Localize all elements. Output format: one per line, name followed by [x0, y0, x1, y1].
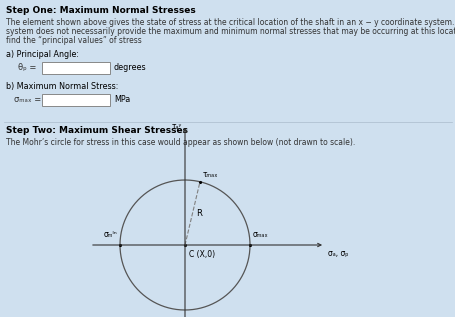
Text: σₘᴵⁿ: σₘᴵⁿ — [103, 230, 117, 239]
Text: b) Maximum Normal Stress:: b) Maximum Normal Stress: — [6, 82, 118, 91]
Text: MPa: MPa — [114, 95, 130, 104]
Text: C (X,0): C (X,0) — [188, 250, 215, 259]
Text: a) Principal Angle:: a) Principal Angle: — [6, 50, 79, 59]
Text: find the “principal values” of stress: find the “principal values” of stress — [6, 36, 142, 45]
FancyBboxPatch shape — [42, 94, 110, 106]
Text: τₘₐₓ: τₘₐₓ — [202, 170, 218, 179]
Text: degrees: degrees — [114, 63, 147, 72]
Text: τₐʸ: τₐʸ — [171, 122, 182, 131]
Text: σₐ, σₚ: σₐ, σₚ — [327, 249, 348, 258]
Text: system does not necessarily provide the maximum and minimum normal stresses that: system does not necessarily provide the … — [6, 27, 455, 36]
Text: Step One: Maximum Normal Stresses: Step One: Maximum Normal Stresses — [6, 6, 195, 15]
Text: σₘₐₓ: σₘₐₓ — [253, 230, 268, 239]
Text: The element shown above gives the state of stress at the critical location of th: The element shown above gives the state … — [6, 18, 455, 27]
Text: θₚ =: θₚ = — [18, 63, 36, 72]
Text: Step Two: Maximum Shear Stresses: Step Two: Maximum Shear Stresses — [6, 126, 187, 135]
Text: σₘₐₓ =: σₘₐₓ = — [14, 95, 41, 104]
Text: The Mohr’s circle for stress in this case would appear as shown below (not drawn: The Mohr’s circle for stress in this cas… — [6, 138, 354, 147]
Text: R: R — [196, 209, 202, 218]
FancyBboxPatch shape — [42, 62, 110, 74]
